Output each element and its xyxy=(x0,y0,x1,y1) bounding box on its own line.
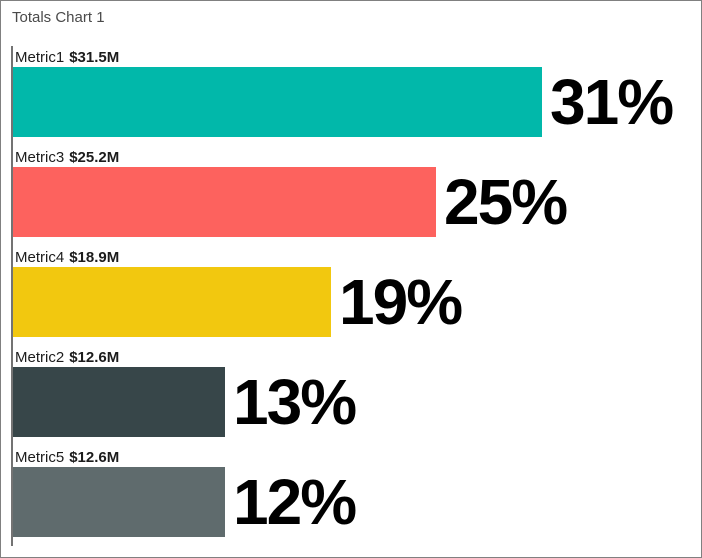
percent-label: 31% xyxy=(550,66,674,138)
bar-row: 31% xyxy=(13,67,693,137)
category-name: Metric4 xyxy=(15,249,65,266)
bar-metric1[interactable] xyxy=(13,67,542,137)
percent-label: 25% xyxy=(444,166,568,238)
category-label-row: Metric1 $31.5M xyxy=(13,46,693,67)
bar-metric5[interactable] xyxy=(13,467,225,537)
category-label-row: Metric3 $25.2M xyxy=(13,146,693,167)
bar-row: 19% xyxy=(13,267,693,337)
bar-metric4[interactable] xyxy=(13,267,331,337)
category-label-row: Metric2 $12.6M xyxy=(13,346,693,367)
percent-label: 19% xyxy=(339,266,463,338)
category-value: $25.2M xyxy=(69,149,120,166)
category-name: Metric5 xyxy=(15,449,65,466)
percent-label: 12% xyxy=(233,466,357,538)
bar-chart-plot-area: Metric1 $31.5M 31% Metric3 $25.2M 25% Me… xyxy=(11,46,693,546)
bar-row: 13% xyxy=(13,367,693,437)
category-value: $18.9M xyxy=(69,249,120,266)
bar-group-metric2: Metric2 $12.6M 13% xyxy=(13,346,693,446)
category-label-row: Metric4 $18.9M xyxy=(13,246,693,267)
bar-metric2[interactable] xyxy=(13,367,225,437)
bar-group-metric1: Metric1 $31.5M 31% xyxy=(13,46,693,146)
chart-title: Totals Chart 1 xyxy=(12,9,105,26)
category-name: Metric1 xyxy=(15,49,65,66)
category-value: $12.6M xyxy=(69,349,120,366)
percent-label: 13% xyxy=(233,366,357,438)
bar-group-metric3: Metric3 $25.2M 25% xyxy=(13,146,693,246)
bar-group-metric5: Metric5 $12.6M 12% xyxy=(13,446,693,546)
bar-row: 12% xyxy=(13,467,693,537)
bar-row: 25% xyxy=(13,167,693,237)
category-label-row: Metric5 $12.6M xyxy=(13,446,693,467)
bar-metric3[interactable] xyxy=(13,167,436,237)
category-value: $12.6M xyxy=(69,449,120,466)
bar-group-metric4: Metric4 $18.9M 19% xyxy=(13,246,693,346)
category-value: $31.5M xyxy=(69,49,120,66)
category-name: Metric2 xyxy=(15,349,65,366)
category-name: Metric3 xyxy=(15,149,65,166)
